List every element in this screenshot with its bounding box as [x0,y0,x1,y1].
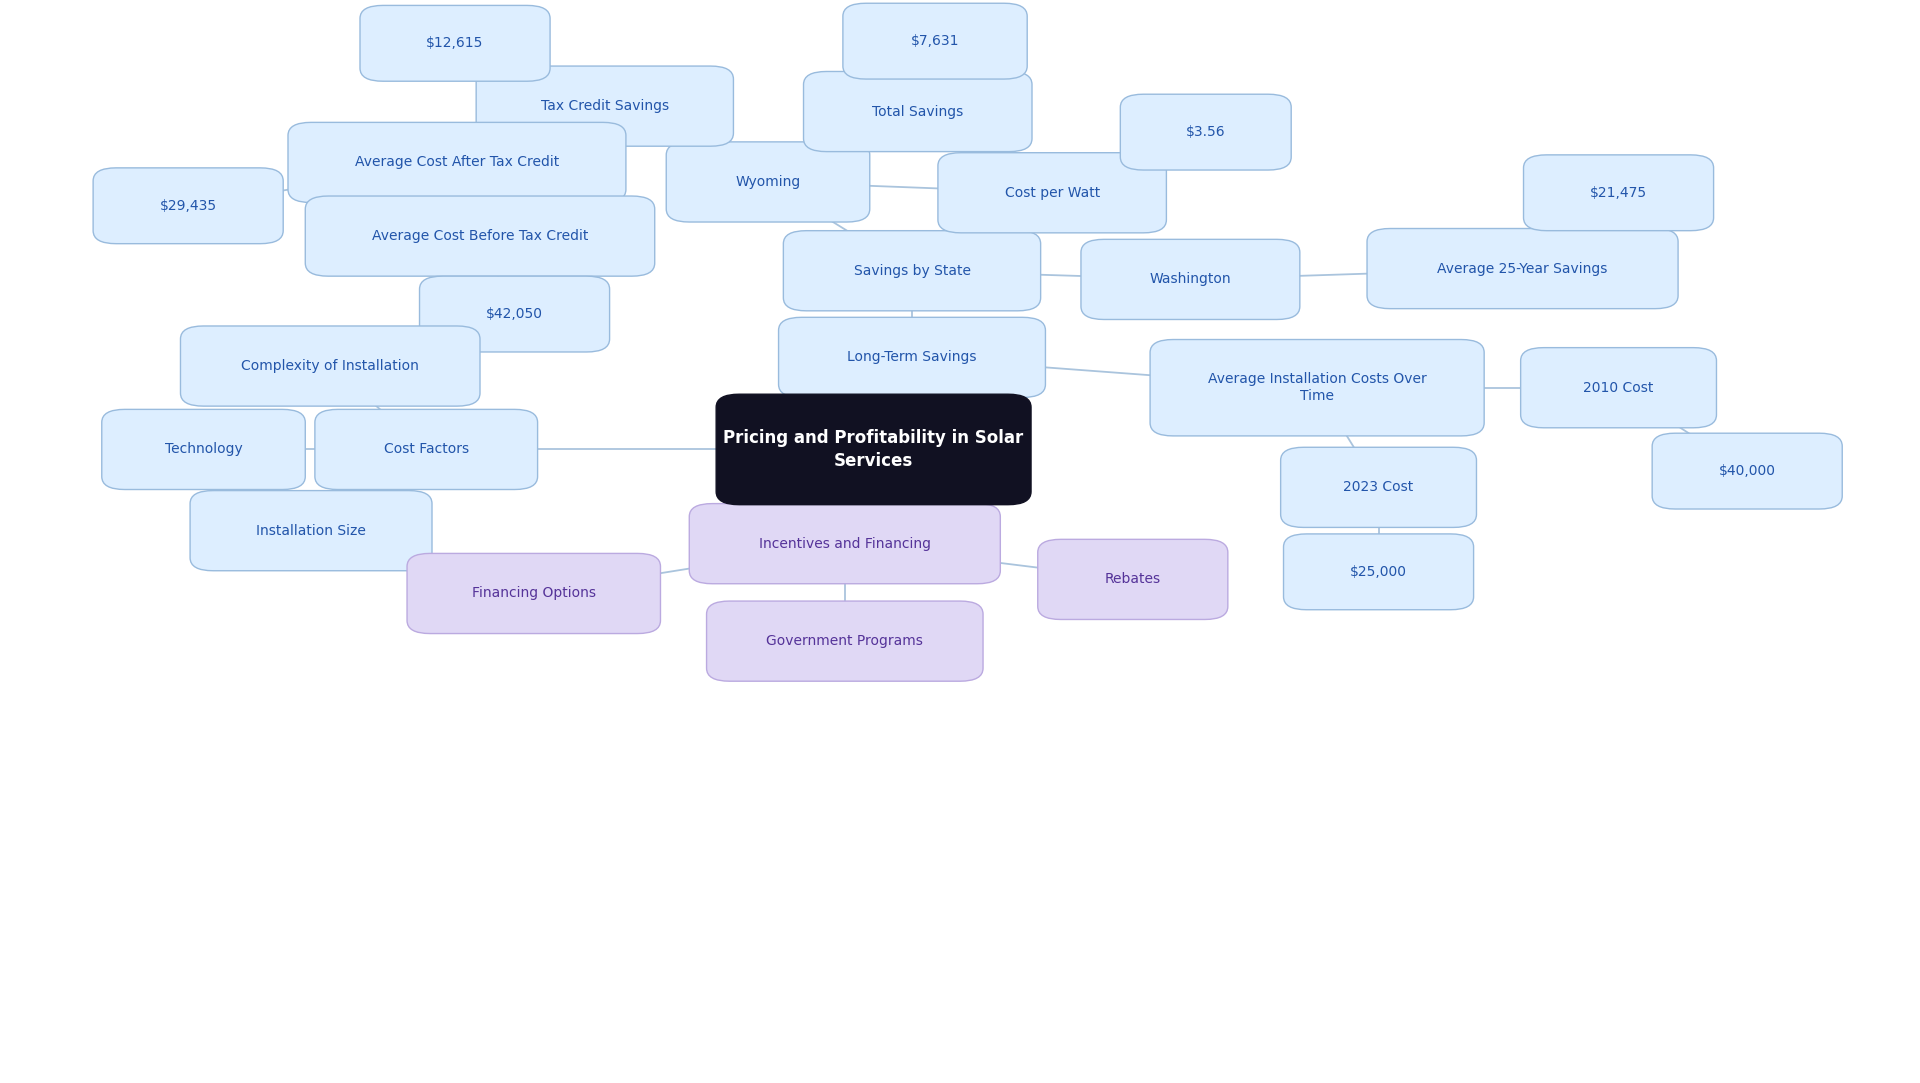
Text: Government Programs: Government Programs [766,635,924,648]
Text: $40,000: $40,000 [1718,465,1776,478]
FancyBboxPatch shape [1119,94,1290,170]
Text: Incentives and Financing: Incentives and Financing [758,537,931,550]
Text: Cost per Watt: Cost per Watt [1004,186,1100,199]
FancyBboxPatch shape [689,504,1000,584]
FancyBboxPatch shape [1524,155,1713,231]
FancyBboxPatch shape [407,553,660,634]
Text: $3.56: $3.56 [1187,126,1225,139]
FancyBboxPatch shape [716,394,1031,505]
Text: $21,475: $21,475 [1590,186,1647,199]
FancyBboxPatch shape [476,66,733,146]
Text: 2010 Cost: 2010 Cost [1584,381,1653,394]
FancyBboxPatch shape [843,3,1027,79]
Text: $29,435: $29,435 [159,199,217,212]
Text: Complexity of Installation: Complexity of Installation [242,360,419,373]
Text: $12,615: $12,615 [426,37,484,50]
Text: Rebates: Rebates [1104,573,1162,586]
Text: Technology: Technology [165,443,242,456]
FancyBboxPatch shape [359,5,549,81]
Text: Average 25-Year Savings: Average 25-Year Savings [1438,262,1607,275]
FancyBboxPatch shape [1367,229,1678,309]
FancyBboxPatch shape [190,491,432,571]
Text: Installation Size: Installation Size [255,524,367,537]
FancyBboxPatch shape [803,71,1033,152]
FancyBboxPatch shape [1037,539,1229,619]
FancyBboxPatch shape [1281,447,1476,527]
Text: $25,000: $25,000 [1350,565,1407,578]
Text: Financing Options: Financing Options [472,587,595,600]
FancyBboxPatch shape [315,409,538,490]
FancyBboxPatch shape [419,276,611,352]
FancyBboxPatch shape [780,317,1044,397]
FancyBboxPatch shape [1283,534,1475,610]
FancyBboxPatch shape [102,409,305,490]
FancyBboxPatch shape [1081,239,1300,319]
Text: Tax Credit Savings: Tax Credit Savings [541,100,668,113]
FancyBboxPatch shape [305,196,655,276]
Text: Long-Term Savings: Long-Term Savings [847,351,977,364]
FancyBboxPatch shape [707,601,983,681]
FancyBboxPatch shape [180,326,480,406]
Text: Pricing and Profitability in Solar
Services: Pricing and Profitability in Solar Servi… [724,429,1023,470]
Text: Washington: Washington [1150,273,1231,286]
Text: Cost Factors: Cost Factors [384,443,468,456]
Text: Savings by State: Savings by State [854,264,970,277]
Text: Total Savings: Total Savings [872,105,964,118]
Text: 2023 Cost: 2023 Cost [1344,481,1413,494]
FancyBboxPatch shape [666,142,870,222]
FancyBboxPatch shape [1651,433,1843,509]
FancyBboxPatch shape [1150,340,1484,435]
Text: Average Cost After Tax Credit: Average Cost After Tax Credit [355,156,559,169]
Text: Average Installation Costs Over
Time: Average Installation Costs Over Time [1208,373,1427,403]
Text: $7,631: $7,631 [910,35,960,48]
FancyBboxPatch shape [1521,348,1716,428]
Text: $42,050: $42,050 [486,308,543,321]
Text: Wyoming: Wyoming [735,175,801,188]
FancyBboxPatch shape [783,231,1041,311]
FancyBboxPatch shape [939,153,1167,233]
FancyBboxPatch shape [288,122,626,203]
FancyBboxPatch shape [92,168,284,244]
Text: Average Cost Before Tax Credit: Average Cost Before Tax Credit [372,230,588,243]
